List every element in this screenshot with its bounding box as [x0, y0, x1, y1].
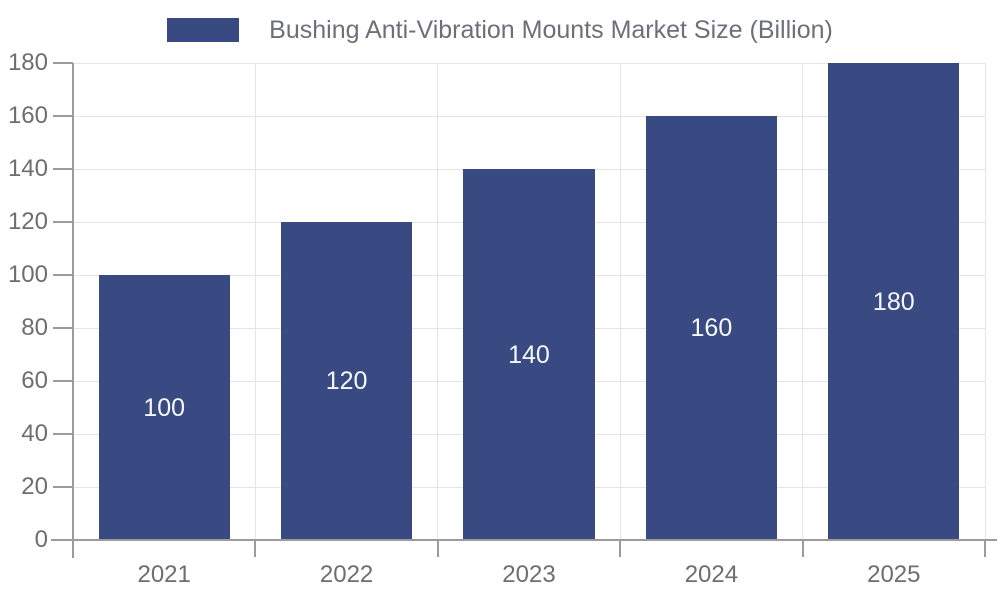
x-axis-tick [72, 540, 74, 557]
x-axis-tick [619, 540, 622, 557]
gridline-horizontal [73, 62, 985, 64]
y-axis-tick [53, 62, 73, 64]
bar-value-label: 100 [143, 393, 186, 422]
bar-2024 [645, 116, 778, 540]
y-axis-tick [53, 327, 73, 329]
x-axis-tick [436, 540, 439, 557]
y-axis-tick-label: 60 [21, 367, 48, 394]
x-axis-tick [801, 540, 804, 557]
gridline-vertical [802, 63, 804, 540]
bar-2025 [828, 63, 960, 540]
y-axis-tick [53, 486, 73, 488]
y-axis-tick-label: 0 [34, 526, 48, 553]
x-axis-tick-label: 2024 [684, 561, 739, 588]
y-axis-tick [53, 221, 73, 223]
bar-2023 [463, 169, 595, 540]
x-axis-tick [254, 540, 257, 557]
plot-area: 100 120 140 160 180 [73, 62, 986, 540]
y-axis-tick [53, 115, 73, 117]
y-axis-line [72, 63, 74, 558]
gridline-vertical [619, 63, 621, 540]
y-axis-tick-label: 140 [7, 155, 48, 182]
x-axis-line [51, 539, 997, 541]
bar-value-label: 180 [872, 287, 915, 316]
x-axis-tick-label: 2023 [502, 561, 556, 588]
y-axis-tick-label: 80 [21, 314, 48, 341]
y-axis-tick-label: 40 [21, 420, 48, 447]
bar-value-label: 140 [508, 340, 550, 369]
bar-value-label: 160 [690, 314, 733, 342]
x-axis-tick-label: 2022 [319, 561, 374, 588]
x-axis-tick-label: 2025 [867, 561, 921, 588]
legend-swatch-icon [167, 18, 240, 42]
chart-legend[interactable]: Bushing Anti-Vibration Mounts Market Siz… [0, 16, 1000, 44]
gridline-vertical [254, 63, 256, 540]
y-axis-tick-label: 180 [7, 49, 48, 76]
bar-2022 [280, 222, 413, 540]
y-axis-tick [53, 380, 73, 382]
x-axis-tick-label: 2021 [137, 561, 191, 588]
y-axis-tick-label: 100 [7, 261, 48, 288]
gridline-horizontal [73, 115, 985, 117]
y-axis-tick-label: 160 [7, 102, 48, 129]
gridline-vertical [437, 63, 439, 540]
bar-value-label: 120 [325, 367, 368, 395]
y-axis-tick [53, 274, 73, 276]
x-axis-tick [984, 540, 986, 557]
y-axis-tick [53, 539, 73, 541]
y-axis-tick [53, 433, 73, 435]
bar-2021 [98, 275, 230, 540]
gridline-vertical [984, 63, 986, 540]
y-axis-tick-label: 120 [7, 208, 48, 235]
y-axis-tick-label: 20 [21, 473, 48, 500]
y-axis-tick [53, 168, 73, 170]
legend-label: Bushing Anti-Vibration Mounts Market Siz… [269, 16, 833, 44]
